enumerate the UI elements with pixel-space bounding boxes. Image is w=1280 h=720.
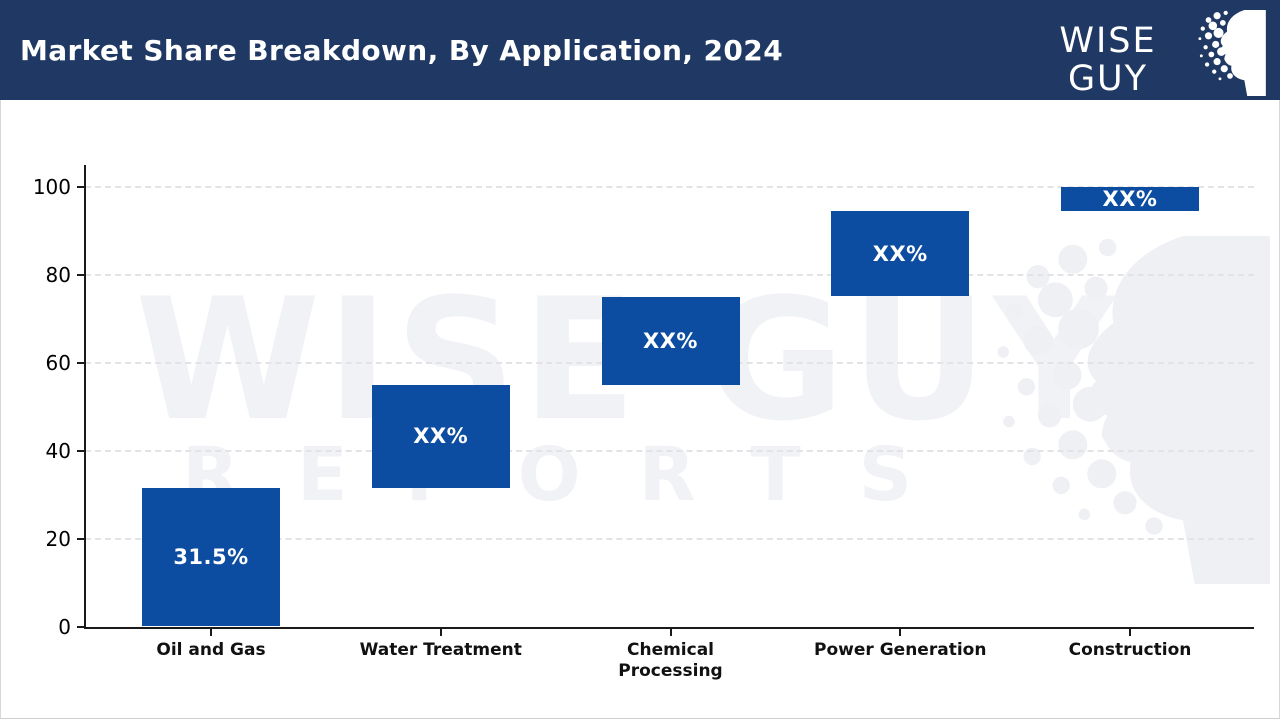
x-tick-label: Construction xyxy=(1068,639,1192,660)
y-tick-label: 0 xyxy=(58,614,71,639)
x-tick-label: Water Treatment xyxy=(359,639,522,660)
x-axis-tick xyxy=(1129,627,1131,636)
bar-chemical-processing: XX% xyxy=(601,296,740,385)
y-axis-tick xyxy=(77,537,85,540)
y-axis-tick xyxy=(77,625,85,628)
y-axis-tick xyxy=(77,273,85,276)
x-axis-tick xyxy=(439,627,442,636)
bar-construction: XX% xyxy=(1061,186,1199,211)
y-axis-tick xyxy=(77,449,85,452)
y-tick-label: 100 xyxy=(32,174,71,199)
wiseguy-face-watermark-icon xyxy=(997,236,1270,584)
y-axis-tick xyxy=(77,361,85,364)
x-axis-tick xyxy=(210,627,212,636)
y-tick-label: 40 xyxy=(45,438,71,463)
bar-value-label: 31.5% xyxy=(173,545,249,570)
x-tick-label: Power Generation xyxy=(814,639,987,660)
x-tick-label: Chemical Processing xyxy=(618,639,723,681)
y-tick-label: 20 xyxy=(45,526,71,551)
gridline xyxy=(85,185,1254,188)
y-axis-tick xyxy=(77,185,85,188)
bar-value-label: XX% xyxy=(413,424,469,449)
bar-power-generation: XX% xyxy=(831,210,970,297)
y-axis-line xyxy=(84,165,86,629)
watermark-reports: REPORTS xyxy=(182,432,971,518)
page-title: Market Share Breakdown, By Application, … xyxy=(20,33,784,67)
header: Market Share Breakdown, By Application, … xyxy=(0,0,1280,115)
gridline xyxy=(85,273,1254,276)
brand-logo-text: WISE GUY REPORTS xyxy=(1016,22,1200,115)
brand-wordmark: WISE GUY xyxy=(1059,21,1157,99)
bar-water-treatment: XX% xyxy=(371,384,510,488)
bar-oil-and-gas: 31.5% xyxy=(142,487,280,627)
x-axis-tick xyxy=(669,627,672,636)
x-axis-line xyxy=(85,626,1254,629)
x-axis-tick xyxy=(899,627,902,636)
brand-reports-label: REPORTS xyxy=(1048,100,1172,115)
wiseguy-face-icon xyxy=(1198,10,1266,96)
x-tick-label: Oil and Gas xyxy=(156,639,266,660)
bar-value-label: XX% xyxy=(872,241,928,266)
y-tick-label: 80 xyxy=(45,262,71,287)
gridline xyxy=(85,537,1254,540)
bar-value-label: XX% xyxy=(1102,186,1158,211)
brand-logo: WISE GUY REPORTS xyxy=(1016,6,1266,115)
y-tick-label: 60 xyxy=(45,350,71,375)
bar-value-label: XX% xyxy=(643,328,698,353)
gridline xyxy=(85,449,1254,452)
